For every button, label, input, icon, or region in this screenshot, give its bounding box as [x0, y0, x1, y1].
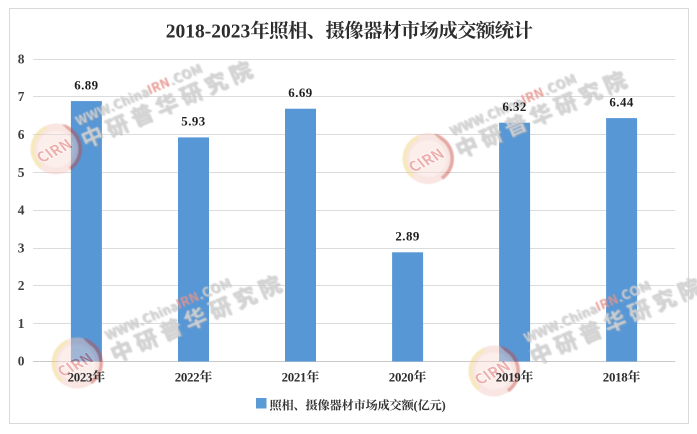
svg-text:6.89: 6.89 [74, 78, 98, 92]
svg-text:6: 6 [18, 127, 25, 142]
svg-text:(: ( [414, 399, 418, 413]
svg-text:7: 7 [18, 89, 25, 104]
svg-text:6.32: 6.32 [502, 100, 526, 114]
svg-text:4: 4 [18, 203, 25, 218]
svg-text:3: 3 [18, 240, 25, 255]
svg-text:6.69: 6.69 [288, 86, 312, 100]
svg-text:2018-2023: 2018-2023 [166, 21, 251, 42]
svg-text:2021: 2021 [282, 370, 307, 384]
svg-text:8: 8 [18, 51, 25, 66]
svg-text:2023: 2023 [68, 370, 93, 384]
svg-text:2018: 2018 [603, 370, 628, 384]
svg-text:5.93: 5.93 [181, 115, 205, 129]
svg-text:2.89: 2.89 [395, 230, 419, 244]
svg-text:2: 2 [18, 278, 25, 293]
svg-text:1: 1 [18, 316, 25, 331]
svg-text:2019: 2019 [496, 370, 521, 384]
svg-text:0: 0 [18, 354, 25, 369]
svg-text:2020: 2020 [389, 370, 414, 384]
svg-text:): ) [442, 399, 446, 413]
svg-text:6.44: 6.44 [609, 95, 633, 109]
svg-text:2022: 2022 [175, 370, 200, 384]
svg-text:5: 5 [18, 165, 25, 180]
